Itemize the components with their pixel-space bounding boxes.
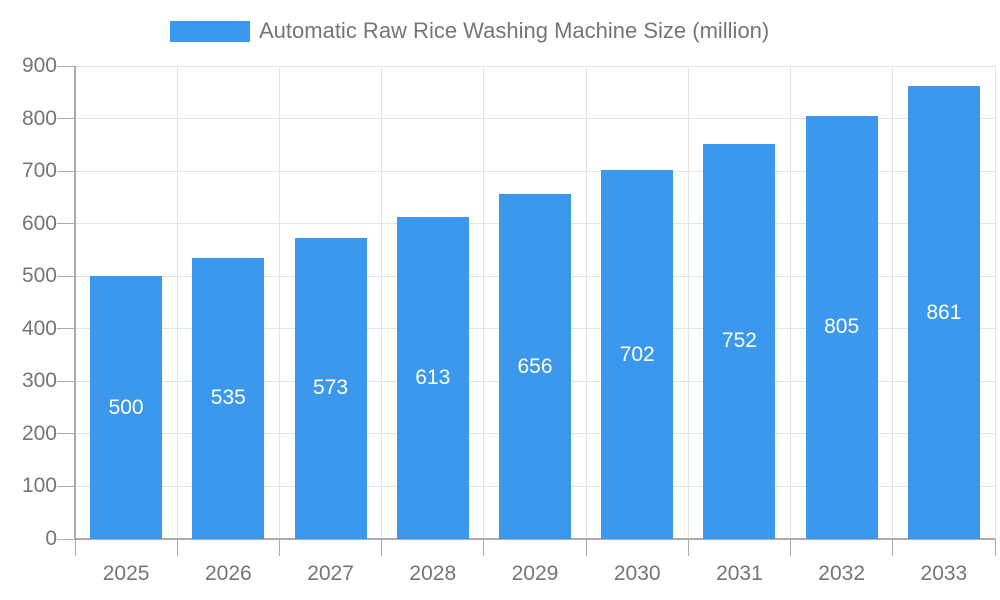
bar-value-label: 656 [517,354,553,378]
gridline-horizontal [75,118,995,120]
bar-value-label: 805 [824,315,860,339]
bar-2025[interactable]: 500 [90,276,163,539]
bar-2033[interactable]: 861 [907,86,980,539]
gridline-vertical [790,66,792,539]
y-axis-tick-label: 0 [45,527,57,550]
y-axis-tick-label: 500 [21,264,57,288]
y-axis-tick [57,170,75,172]
gridline-vertical [381,66,383,539]
bar-2028[interactable]: 613 [396,216,469,539]
y-axis-tick [57,118,75,120]
bar-value-label: 535 [210,386,246,410]
bar-value-label: 702 [619,342,655,366]
y-axis-tick-label: 200 [21,421,57,445]
x-axis-tick [278,539,280,556]
x-axis-tick-label: 2027 [307,562,354,585]
gridline-horizontal [75,65,995,67]
gridline-horizontal [75,170,995,172]
y-axis-tick [57,275,75,277]
gridline-vertical [892,66,894,539]
gridline-vertical [278,66,280,539]
x-axis-line [74,538,995,540]
x-axis-tick-label: 2026 [204,562,252,585]
x-axis-tick [483,539,485,556]
legend-item[interactable]: Automatic Raw Rice Washing Machine Size … [170,18,769,44]
y-axis-tick [57,223,75,225]
x-axis-tick-label: 2029 [511,562,559,585]
y-axis-tick-label: 700 [21,159,57,183]
x-axis-tick-label: 2028 [409,562,457,585]
x-axis-tick [790,539,792,556]
bar-2029[interactable]: 656 [499,194,571,539]
gridline-vertical [687,66,689,539]
bar-value-label: 613 [415,365,451,389]
x-axis-tick [892,539,894,556]
gridline-vertical [176,66,178,539]
x-axis-tick-label: 2030 [613,562,661,585]
y-axis-tick-label: 600 [21,211,57,235]
bar-value-label: 500 [108,395,144,419]
bar-2032[interactable]: 805 [805,115,878,539]
y-axis-tick-label: 800 [21,106,57,130]
y-axis-tick [57,65,75,67]
y-axis-tick [57,538,75,540]
x-axis-tick [74,539,76,556]
x-axis-tick [687,539,689,556]
y-axis-tick [57,380,75,382]
bar-2027[interactable]: 573 [294,237,367,539]
x-axis-tick-label: 2031 [716,562,763,585]
gridline-vertical [483,66,485,539]
bar-value-label: 573 [313,376,349,400]
x-axis-tick-label: 2033 [920,562,968,585]
y-axis-tick [57,485,75,487]
y-axis-tick-label: 100 [21,474,57,498]
bar-value-label: 752 [721,329,757,353]
x-axis-tick-label: 2032 [818,562,866,585]
x-axis-tick [176,539,178,556]
y-axis-tick-label: 400 [21,316,57,340]
y-axis-line [74,66,76,539]
bar-2030[interactable]: 702 [601,170,674,539]
x-axis-tick-label: 2025 [102,562,150,585]
gridline-vertical [994,66,996,539]
bar-value-label: 861 [926,300,962,324]
chart-title: Automatic Raw Rice Washing Machine Size … [259,18,770,43]
y-axis-tick [57,433,75,435]
gridline-vertical [585,66,587,539]
bar-2026[interactable]: 535 [192,257,265,539]
y-axis-tick-label: 900 [21,54,57,77]
x-axis-tick [381,539,383,556]
x-axis-tick [585,539,587,556]
bar-2031[interactable]: 752 [703,143,776,539]
legend-swatch [170,20,250,42]
y-axis-tick-label: 300 [21,369,57,393]
x-axis-tick [994,539,996,556]
y-axis-tick [57,328,75,330]
